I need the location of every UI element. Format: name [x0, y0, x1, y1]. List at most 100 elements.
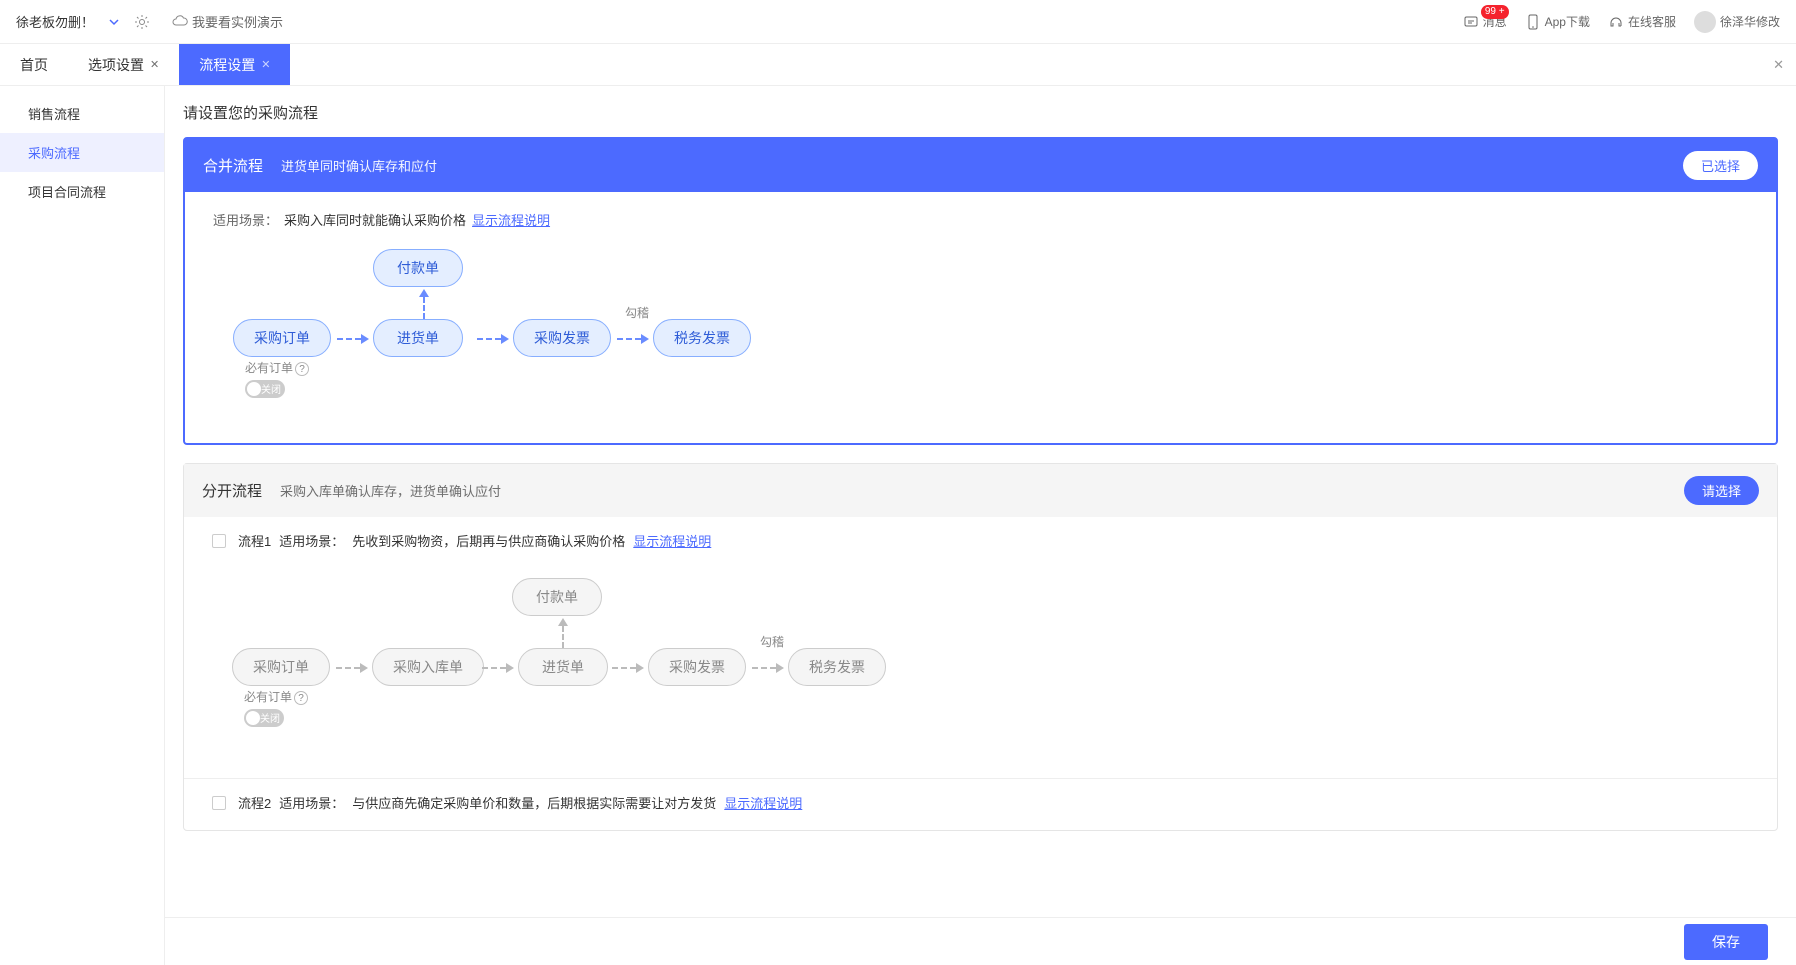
- select-button[interactable]: 已选择: [1683, 151, 1758, 180]
- user-menu[interactable]: 徐泽华修改: [1694, 11, 1780, 33]
- app-download-label: App下载: [1545, 13, 1590, 30]
- toggle-switch[interactable]: 关闭: [245, 380, 285, 398]
- show-flow-link[interactable]: 显示流程说明: [724, 793, 802, 812]
- node-invoice: 采购发票: [513, 319, 611, 357]
- flow-header-sub: 采购入库单确认库存，进货单确认应付: [280, 481, 501, 500]
- savebar: 保存: [165, 917, 1796, 965]
- org-name[interactable]: 徐老板勿删！: [16, 12, 94, 31]
- flow-header-title: 分开流程: [202, 480, 262, 501]
- arrow-right-icon: [336, 663, 368, 673]
- checkbox[interactable]: [212, 796, 226, 810]
- tabbar-close-all[interactable]: ✕: [1761, 44, 1796, 85]
- sidebar: 销售流程 采购流程 项目合同流程: [0, 86, 165, 965]
- online-service-label: 在线客服: [1628, 13, 1676, 30]
- show-flow-link[interactable]: 显示流程说明: [633, 531, 711, 550]
- scene-text: 采购入库同时就能确认采购价格: [284, 210, 466, 229]
- option-title: 流程2: [238, 793, 271, 812]
- scene-text: 先收到采购物资，后期再与供应商确认采购价格: [352, 531, 625, 550]
- node-invoice: 采购发票: [648, 648, 746, 686]
- arrow-right-icon: [617, 334, 649, 344]
- node-tax: 税务发票: [653, 319, 751, 357]
- node-warehouse: 采购入库单: [372, 648, 484, 686]
- flow-diagram-2: 付款单 采购订单 采购入库单 进货单 采购发票 勾稽 税务发票 必有订单? 关闭: [212, 578, 1749, 738]
- scene-label: 适用场景：: [279, 793, 344, 812]
- checkbox[interactable]: [212, 534, 226, 548]
- node-payment: 付款单: [512, 578, 602, 616]
- tabbar: 首页 选项设置 ✕ 流程设置 ✕ ✕: [0, 44, 1796, 86]
- scene-label: 适用场景：: [213, 210, 278, 229]
- scene-label: 适用场景：: [279, 531, 344, 550]
- save-button[interactable]: 保存: [1684, 924, 1768, 960]
- tab-flow-label: 流程设置: [199, 55, 255, 75]
- footnote: 必有订单? 关闭: [245, 359, 309, 398]
- flow-card-merge: 合并流程 进货单同时确认库存和应付 已选择 适用场景： 采购入库同时就能确认采购…: [183, 137, 1778, 445]
- option-title: 流程1: [238, 531, 271, 550]
- toggle-label: 关闭: [261, 381, 281, 396]
- cloud-icon: [172, 14, 188, 30]
- arrow-up-icon: [419, 289, 429, 319]
- node-payment: 付款单: [373, 249, 463, 287]
- flow-body: 付款单 采购订单 采购入库单 进货单 采购发票 勾稽 税务发票 必有订单? 关闭: [184, 550, 1777, 762]
- arrow-right-icon: [477, 334, 509, 344]
- sidebar-item-purchase[interactable]: 采购流程: [0, 133, 164, 172]
- help-icon[interactable]: ?: [294, 691, 308, 705]
- gear-icon[interactable]: [134, 14, 150, 30]
- flow-card-header: 合并流程 进货单同时确认库存和应付 已选择: [185, 139, 1776, 192]
- body: 销售流程 采购流程 项目合同流程 请设置您的采购流程 合并流程 进货单同时确认库…: [0, 86, 1796, 965]
- close-icon[interactable]: ✕: [150, 58, 159, 71]
- main-content: 请设置您的采购流程 合并流程 进货单同时确认库存和应付 已选择 适用场景： 采购…: [165, 86, 1796, 965]
- demo-link[interactable]: 我要看实例演示: [172, 12, 283, 31]
- sidebar-item-project[interactable]: 项目合同流程: [0, 172, 164, 211]
- avatar: [1694, 11, 1716, 33]
- footnote: 必有订单? 关闭: [244, 688, 308, 727]
- arrow-up-icon: [558, 618, 568, 648]
- flow-header-sub: 进货单同时确认库存和应付: [281, 156, 437, 175]
- scene-text: 与供应商先确定采购单价和数量，后期根据实际需要让对方发货: [352, 793, 716, 812]
- flow-diagram: 付款单 采购订单 进货单 采购发票 勾稽 税务发票 必有订单? 关闭: [213, 249, 1748, 419]
- flow-card-separate: 分开流程 采购入库单确认库存，进货单确认应付 请选择 流程1 适用场景： 先收到…: [183, 463, 1778, 831]
- show-flow-link[interactable]: 显示流程说明: [472, 210, 550, 229]
- arrow-label: 勾稽: [625, 304, 649, 321]
- demo-link-text: 我要看实例演示: [192, 12, 283, 31]
- tab-options-label: 选项设置: [88, 55, 144, 75]
- node-in: 进货单: [518, 648, 608, 686]
- footnote-label: 必有订单: [245, 361, 293, 375]
- node-tax: 税务发票: [788, 648, 886, 686]
- messages-link[interactable]: 消息 99 +: [1463, 13, 1507, 30]
- option-row-1: 流程1 适用场景： 先收到采购物资，后期再与供应商确认采购价格 显示流程说明: [184, 517, 1777, 550]
- flow-card-header: 分开流程 采购入库单确认库存，进货单确认应付 请选择: [184, 464, 1777, 517]
- topbar: 徐老板勿删！ 我要看实例演示 消息 99 + App下载: [0, 0, 1796, 44]
- node-in: 进货单: [373, 319, 463, 357]
- tab-home-label: 首页: [20, 55, 48, 75]
- flow-body: 适用场景： 采购入库同时就能确认采购价格 显示流程说明 付款单 采购订单 进货单…: [185, 192, 1776, 443]
- headset-icon: [1608, 14, 1624, 30]
- arrow-right-icon: [337, 334, 369, 344]
- topbar-left: 徐老板勿删！ 我要看实例演示: [16, 12, 283, 31]
- chevron-down-icon[interactable]: [106, 14, 122, 30]
- footnote-label: 必有订单: [244, 690, 292, 704]
- option-row-2: 流程2 适用场景： 与供应商先确定采购单价和数量，后期根据实际需要让对方发货 显…: [184, 779, 1777, 830]
- tab-flow[interactable]: 流程设置 ✕: [179, 44, 290, 85]
- flow-header-title: 合并流程: [203, 155, 263, 176]
- scene-row: 适用场景： 采购入库同时就能确认采购价格 显示流程说明: [213, 210, 1748, 229]
- toggle-switch[interactable]: 关闭: [244, 709, 284, 727]
- arrow-label: 勾稽: [760, 633, 784, 650]
- messages-badge: 99 +: [1481, 5, 1509, 19]
- page-title: 请设置您的采购流程: [183, 102, 1778, 123]
- arrow-right-icon: [482, 663, 514, 673]
- phone-icon: [1525, 14, 1541, 30]
- sidebar-item-sales[interactable]: 销售流程: [0, 94, 164, 133]
- node-order: 采购订单: [232, 648, 330, 686]
- node-order: 采购订单: [233, 319, 331, 357]
- close-icon[interactable]: ✕: [261, 58, 270, 71]
- select-button[interactable]: 请选择: [1684, 476, 1759, 505]
- arrow-right-icon: [752, 663, 784, 673]
- message-icon: [1463, 14, 1479, 30]
- help-icon[interactable]: ?: [295, 362, 309, 376]
- online-service-link[interactable]: 在线客服: [1608, 13, 1676, 30]
- tab-home[interactable]: 首页: [0, 44, 68, 85]
- tab-options[interactable]: 选项设置 ✕: [68, 44, 179, 85]
- arrow-right-icon: [612, 663, 644, 673]
- toggle-label: 关闭: [260, 710, 280, 725]
- app-download-link[interactable]: App下载: [1525, 13, 1590, 30]
